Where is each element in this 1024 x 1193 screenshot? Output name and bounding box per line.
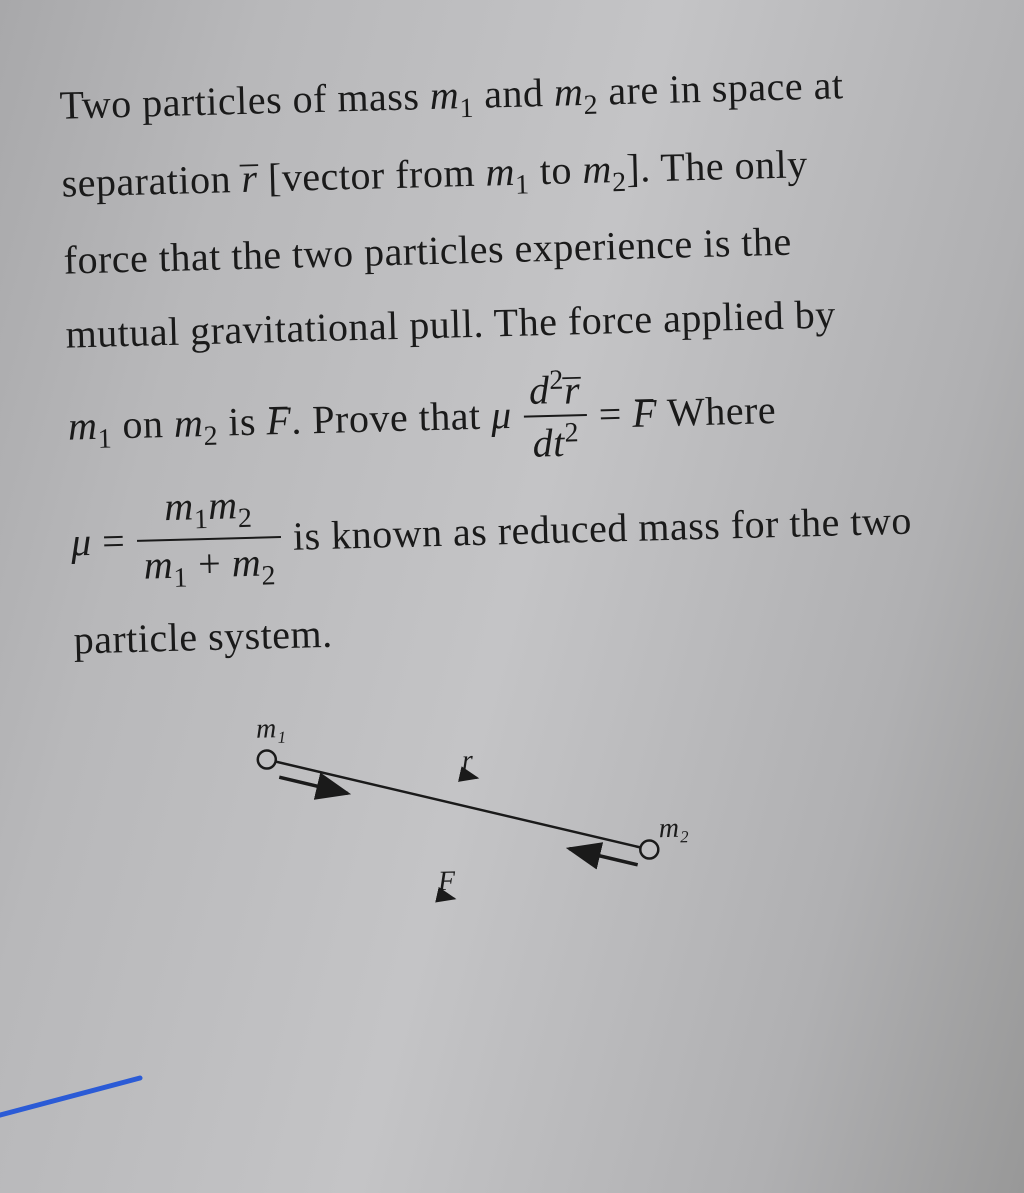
force-label: F <box>437 866 457 897</box>
fraction-d2r-dt2: d2r dt2 <box>522 365 588 465</box>
pen-stroke-decoration <box>0 1073 180 1153</box>
text-line-7: particle system. <box>73 584 958 675</box>
m2-label: m₂ <box>658 813 689 845</box>
force-arrow-m2 <box>569 847 637 867</box>
fraction-reduced-mass: m1m2 m1 + m2 <box>136 482 283 595</box>
r-vector-label: r <box>462 746 474 777</box>
text-line-5: m1 on m2 is F. Prove that μ d2r dt2 = F … <box>67 356 953 478</box>
two-particle-diagram: m₁ m₂ r F <box>216 708 722 941</box>
particle-m2 <box>640 841 658 859</box>
text-line-6: μ = m1m2 m1 + m2 is known as reduced mas… <box>70 464 957 597</box>
separation-line <box>267 750 649 860</box>
particle-m1 <box>258 751 276 769</box>
m1-label: m₁ <box>256 713 287 745</box>
force-arrow-m1 <box>279 776 347 796</box>
problem-text: Two particles of mass m1 and m2 are in s… <box>59 49 958 675</box>
